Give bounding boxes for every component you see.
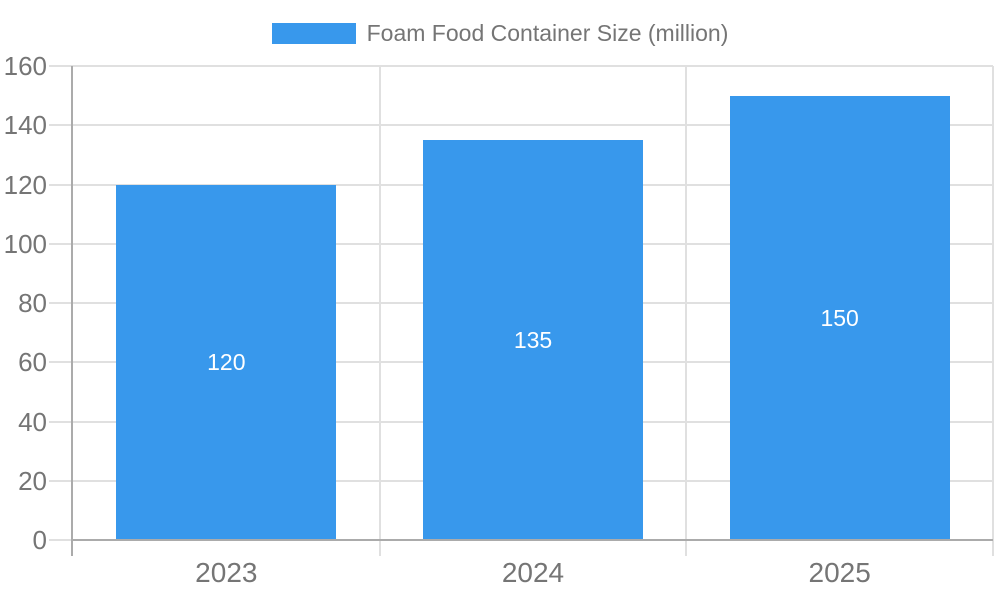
y-tick-label: 80 xyxy=(18,288,47,318)
y-tick-label: 60 xyxy=(18,347,47,378)
bar[interactable] xyxy=(423,140,643,540)
x-tick-label: 2023 xyxy=(195,557,258,588)
y-tick-label: 0 xyxy=(32,525,47,555)
chart-legend[interactable]: Foam Food Container Size (million) xyxy=(0,17,1000,49)
bar[interactable] xyxy=(729,95,950,540)
bar-value-label: 120 xyxy=(207,349,246,376)
legend-swatch-icon xyxy=(271,22,356,44)
bar[interactable] xyxy=(116,184,337,540)
y-tick-label: 20 xyxy=(18,465,47,496)
category-separator xyxy=(378,66,381,556)
category-separator xyxy=(685,66,688,556)
gridline-y xyxy=(49,65,993,67)
y-tick-label: 120 xyxy=(3,169,47,200)
y-axis-line xyxy=(71,66,73,556)
x-tick-label: 2025 xyxy=(808,557,871,588)
y-tick-label: 140 xyxy=(3,110,47,141)
bar-value-label: 150 xyxy=(820,304,859,331)
x-tick-label: 2024 xyxy=(501,557,565,588)
x-axis-line xyxy=(71,539,993,541)
y-tick-label: 40 xyxy=(18,406,47,437)
bar-value-label: 135 xyxy=(513,327,553,354)
category-separator xyxy=(992,66,994,556)
legend-label: Foam Food Container Size (million) xyxy=(366,19,729,46)
y-tick-label: 100 xyxy=(3,228,47,259)
y-tick-label: 160 xyxy=(3,51,47,81)
gridline-y xyxy=(49,124,993,127)
